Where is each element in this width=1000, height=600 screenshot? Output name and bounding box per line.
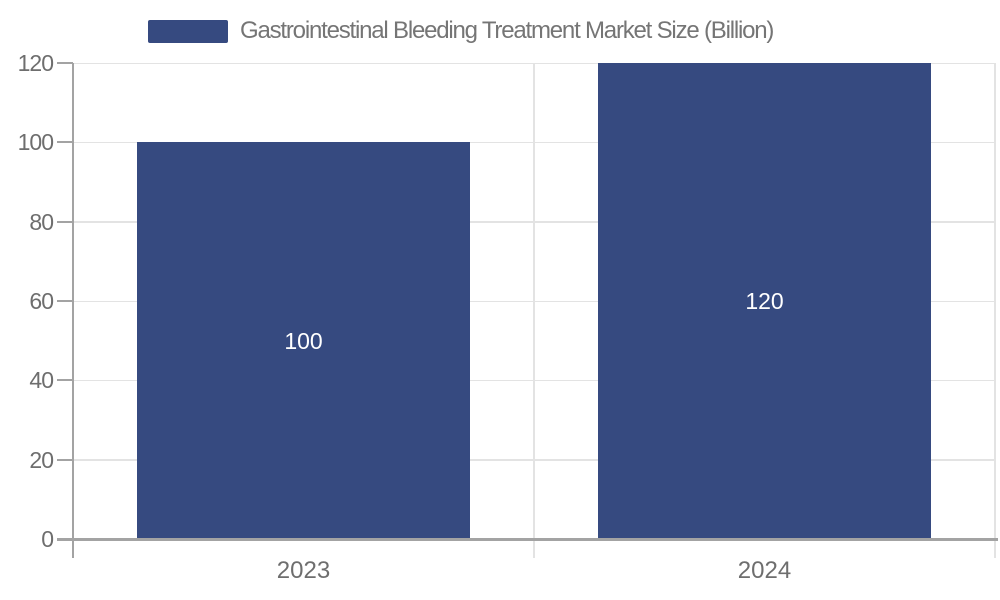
gridline-v [994, 63, 996, 558]
bar-value-label: 120 [745, 288, 784, 314]
legend-label: Gastrointestinal Bleeding Treatment Mark… [240, 17, 774, 44]
bar-value-label: 100 [284, 327, 323, 354]
y-tick [57, 300, 73, 302]
bar-2023[interactable] [137, 142, 470, 539]
x-axis-line [57, 537, 998, 541]
y-tick [57, 458, 73, 461]
x-tick-label: 2023 [276, 557, 331, 584]
y-tick-label: 0 [41, 526, 54, 552]
y-tick [57, 62, 73, 64]
y-tick-label: 80 [29, 208, 54, 235]
y-tick-label: 40 [29, 367, 54, 394]
gridline-v [533, 63, 535, 558]
legend-swatch-icon [148, 19, 228, 43]
y-tick-label: 120 [17, 50, 54, 76]
bar-2024[interactable] [598, 63, 931, 539]
y-tick-label: 100 [17, 129, 54, 156]
y-tick [57, 141, 73, 144]
y-tick-label: 20 [29, 446, 54, 473]
x-tick-label: 2024 [737, 557, 792, 584]
y-tick-label: 60 [29, 288, 54, 314]
legend-item[interactable]: Gastrointestinal Bleeding Treatment Mark… [148, 16, 774, 46]
y-tick [57, 220, 73, 223]
y-tick [57, 379, 73, 382]
y-axis-line [72, 63, 74, 558]
